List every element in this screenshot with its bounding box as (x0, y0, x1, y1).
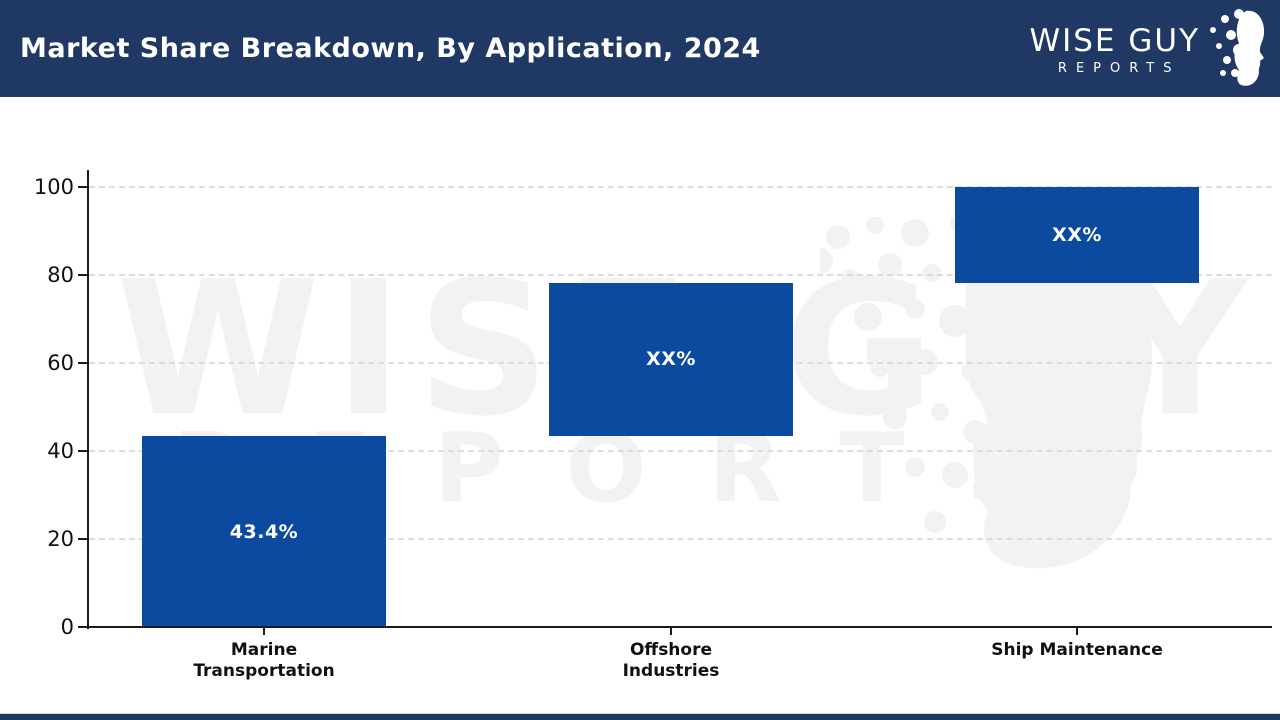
y-tick-40 (78, 450, 87, 452)
x-category-label-ship-maintenance: Ship Maintenance (991, 640, 1163, 660)
chart-title: Market Share Breakdown, By Application, … (20, 33, 761, 64)
brand-logo-text: WISE GUY REPORTS (1029, 24, 1200, 75)
bar-marine-transportation: 43.4% (142, 436, 386, 627)
bar-value-label-marine-transportation: 43.4% (229, 520, 299, 543)
x-tick-ship-maintenance (1076, 628, 1078, 635)
gridline-20 (89, 538, 1272, 540)
gridline-40 (89, 450, 1272, 452)
brand-name: WISE GUY (1029, 23, 1200, 60)
gridline-80 (89, 274, 1272, 276)
y-tick-label-20: 20 (47, 527, 74, 551)
x-tick-marine-transportation (263, 628, 265, 635)
bar-value-label-offshore-industries: XX% (646, 348, 696, 371)
x-tick-offshore-industries (670, 628, 672, 635)
y-tick-0 (78, 626, 87, 628)
y-tick-label-0: 0 (60, 615, 74, 639)
y-tick-label-40: 40 (47, 439, 74, 463)
bar-ship-maintenance: XX% (955, 187, 1199, 283)
y-tick-label-60: 60 (47, 351, 74, 375)
y-tick-label-100: 100 (33, 175, 74, 199)
brand-subname: REPORTS (1057, 60, 1181, 76)
chart-area: WISE GUY REPORTS 02040608010043.4%Marine… (0, 97, 1280, 714)
y-tick-60 (78, 362, 87, 364)
gridline-100 (89, 186, 1272, 188)
header-bar: Market Share Breakdown, By Application, … (0, 0, 1280, 97)
x-axis-line (87, 626, 1272, 628)
x-category-label-offshore-industries: Offshore Industries (622, 640, 720, 682)
y-tick-label-80: 80 (47, 263, 74, 287)
x-category-label-marine-transportation: Marine Transportation (193, 640, 335, 682)
watermark-face-icon (807, 213, 1170, 591)
y-axis-line (87, 170, 89, 629)
y-tick-100 (78, 186, 87, 188)
brand-face-icon (1204, 7, 1266, 93)
bar-value-label-ship-maintenance: XX% (1052, 223, 1102, 246)
bar-offshore-industries: XX% (549, 282, 793, 437)
brand-logo: WISE GUY REPORTS (1029, 8, 1266, 92)
y-tick-20 (78, 538, 87, 540)
footer-accent-bar (0, 713, 1280, 720)
y-tick-80 (78, 274, 87, 276)
